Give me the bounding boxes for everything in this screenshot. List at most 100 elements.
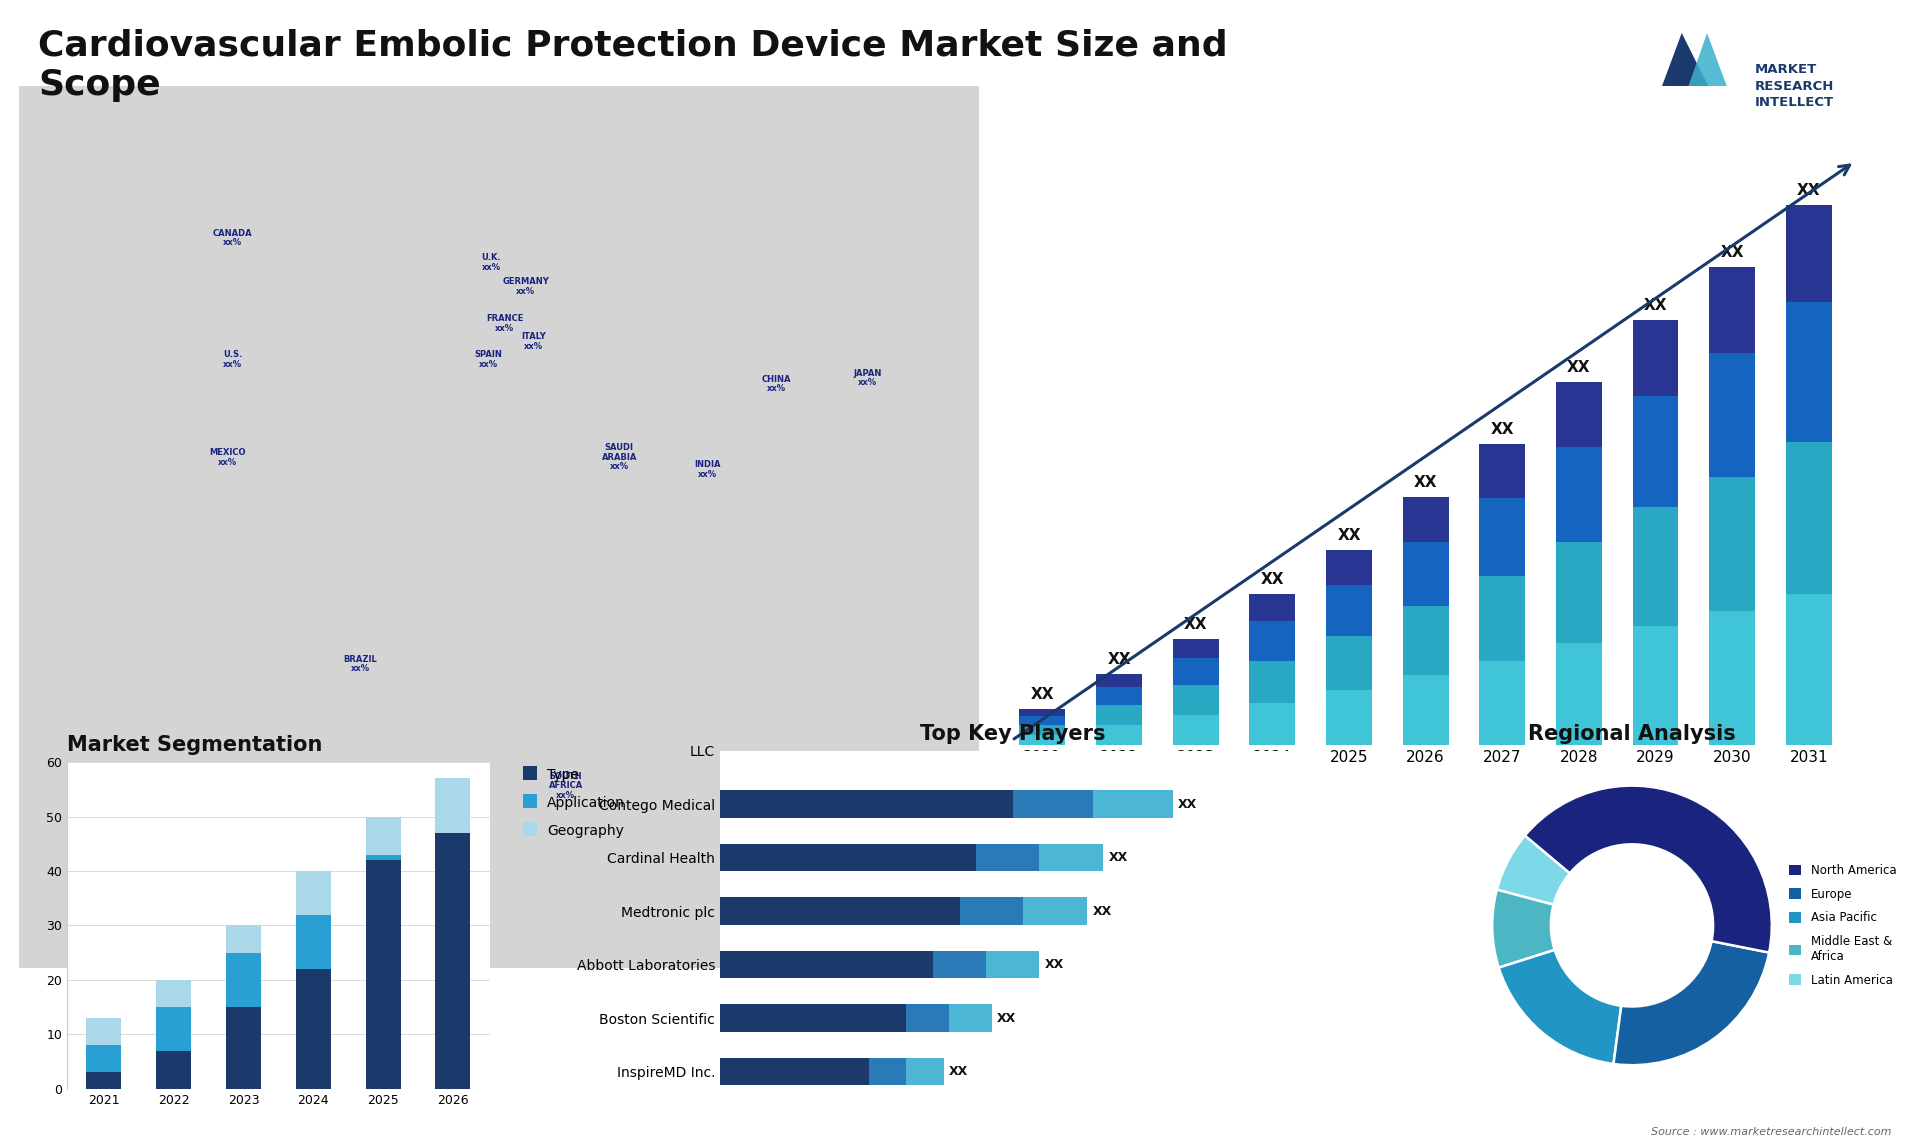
Bar bbox=[227, 926, 261, 952]
Text: Source : www.marketresearchintellect.com: Source : www.marketresearchintellect.com bbox=[1651, 1127, 1891, 1137]
Bar bbox=[906, 1004, 948, 1031]
Bar bbox=[720, 843, 975, 871]
Bar bbox=[1039, 843, 1104, 871]
Bar bbox=[1786, 442, 1832, 594]
Text: XX: XX bbox=[1092, 904, 1112, 918]
Bar bbox=[1096, 674, 1142, 686]
Bar bbox=[906, 1058, 943, 1085]
Bar bbox=[1555, 382, 1601, 447]
Text: U.K.
xx%: U.K. xx% bbox=[482, 253, 501, 272]
Bar bbox=[1327, 690, 1373, 745]
Wedge shape bbox=[1524, 786, 1772, 952]
Legend: North America, Europe, Asia Pacific, Middle East &
Africa, Latin America: North America, Europe, Asia Pacific, Mid… bbox=[1786, 860, 1901, 991]
Text: CANADA
xx%: CANADA xx% bbox=[213, 229, 252, 248]
Text: ITALY
xx%: ITALY xx% bbox=[522, 332, 547, 351]
Bar bbox=[1020, 725, 1066, 735]
Bar bbox=[365, 816, 401, 855]
Text: XX: XX bbox=[1490, 422, 1515, 437]
Text: ARGENTINA
xx%: ARGENTINA xx% bbox=[301, 807, 355, 825]
Text: XX: XX bbox=[1185, 617, 1208, 631]
Bar bbox=[1173, 638, 1219, 658]
Bar bbox=[1632, 626, 1678, 745]
Bar bbox=[1632, 397, 1678, 507]
Text: XX: XX bbox=[1031, 688, 1054, 702]
Text: MEXICO
xx%: MEXICO xx% bbox=[209, 448, 246, 466]
Bar bbox=[1327, 586, 1373, 636]
Text: XX: XX bbox=[1413, 474, 1438, 489]
Text: XX: XX bbox=[1044, 958, 1064, 971]
Bar bbox=[436, 833, 470, 1089]
Text: XX: XX bbox=[1177, 798, 1196, 810]
Title: Top Key Players: Top Key Players bbox=[920, 723, 1106, 744]
Bar bbox=[1786, 205, 1832, 303]
Bar bbox=[987, 951, 1039, 979]
Bar bbox=[1632, 320, 1678, 397]
Bar bbox=[156, 980, 192, 1007]
Text: INDIA
xx%: INDIA xx% bbox=[693, 460, 720, 479]
Bar bbox=[1478, 444, 1524, 499]
Bar bbox=[1404, 497, 1448, 542]
Bar bbox=[720, 897, 960, 925]
Wedge shape bbox=[1492, 889, 1555, 967]
Bar bbox=[1096, 705, 1142, 725]
Text: U.S.
xx%: U.S. xx% bbox=[223, 351, 242, 369]
Bar bbox=[1478, 660, 1524, 745]
Text: XX: XX bbox=[996, 1012, 1016, 1025]
Text: XX: XX bbox=[1108, 652, 1131, 667]
Text: MARKET
RESEARCH
INTELLECT: MARKET RESEARCH INTELLECT bbox=[1755, 63, 1834, 109]
Text: GERMANY
xx%: GERMANY xx% bbox=[503, 277, 549, 296]
Text: XX: XX bbox=[1336, 528, 1361, 543]
Text: XX: XX bbox=[1567, 360, 1590, 375]
Bar bbox=[1327, 550, 1373, 586]
Bar bbox=[1327, 636, 1373, 690]
Text: XX: XX bbox=[1797, 182, 1820, 198]
Polygon shape bbox=[1670, 33, 1745, 135]
Bar bbox=[1250, 702, 1296, 745]
Bar bbox=[1014, 791, 1092, 818]
Text: SAUDI
ARABIA
xx%: SAUDI ARABIA xx% bbox=[601, 444, 637, 471]
Bar bbox=[1023, 897, 1087, 925]
Bar bbox=[1478, 499, 1524, 576]
Bar bbox=[1173, 685, 1219, 715]
Bar bbox=[365, 860, 401, 1089]
Text: XX: XX bbox=[1261, 572, 1284, 587]
Wedge shape bbox=[1613, 941, 1768, 1065]
Bar bbox=[1092, 791, 1173, 818]
Bar bbox=[1096, 725, 1142, 745]
Bar bbox=[296, 871, 330, 915]
Bar bbox=[1404, 675, 1448, 745]
Bar bbox=[1632, 507, 1678, 626]
Bar bbox=[86, 1045, 121, 1073]
Bar bbox=[1709, 353, 1755, 477]
Bar bbox=[1250, 660, 1296, 702]
Text: BRAZIL
xx%: BRAZIL xx% bbox=[344, 654, 378, 674]
Text: XX: XX bbox=[1644, 298, 1667, 313]
Bar bbox=[1173, 658, 1219, 685]
Bar bbox=[1020, 716, 1066, 725]
Bar bbox=[975, 843, 1039, 871]
Wedge shape bbox=[1498, 835, 1571, 904]
Text: CHINA
xx%: CHINA xx% bbox=[762, 375, 791, 393]
Bar bbox=[156, 1051, 192, 1089]
Text: XX: XX bbox=[1108, 851, 1127, 864]
Text: Market Segmentation: Market Segmentation bbox=[67, 735, 323, 755]
Text: XX: XX bbox=[948, 1065, 968, 1078]
Bar bbox=[296, 915, 330, 970]
Bar bbox=[1020, 709, 1066, 716]
Bar bbox=[1173, 715, 1219, 745]
Bar bbox=[933, 951, 987, 979]
Bar bbox=[1250, 621, 1296, 660]
Bar bbox=[1786, 303, 1832, 442]
Bar bbox=[1709, 611, 1755, 745]
Bar bbox=[1096, 686, 1142, 705]
Title: Regional Analysis: Regional Analysis bbox=[1528, 723, 1736, 744]
Bar bbox=[1786, 594, 1832, 745]
Bar bbox=[1709, 477, 1755, 611]
Bar bbox=[296, 970, 330, 1089]
Bar bbox=[1555, 447, 1601, 542]
Bar bbox=[227, 1007, 261, 1089]
Bar bbox=[720, 951, 933, 979]
Bar bbox=[1250, 595, 1296, 621]
Bar bbox=[365, 855, 401, 860]
Bar bbox=[1555, 643, 1601, 745]
